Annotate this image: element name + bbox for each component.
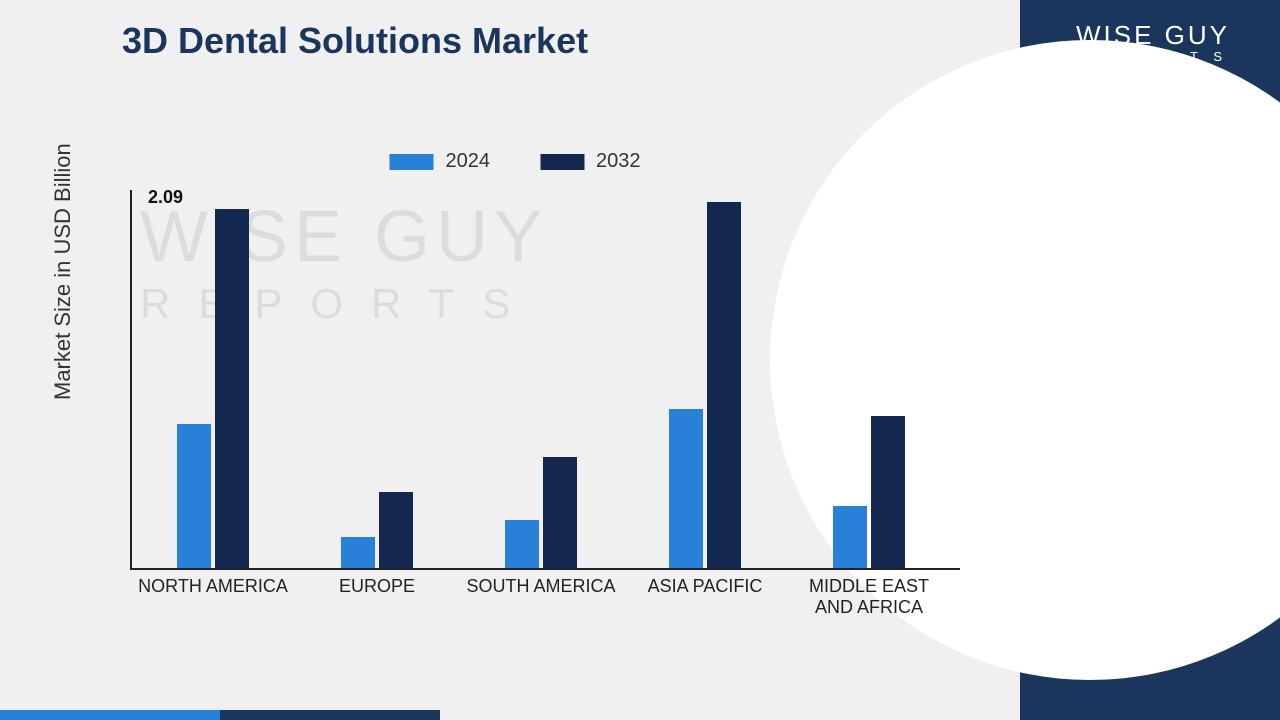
bar-group — [466, 457, 616, 568]
bar-value-label: 2.09 — [148, 187, 298, 420]
bar — [177, 424, 211, 568]
bar — [543, 457, 577, 568]
bar — [669, 409, 703, 568]
legend-swatch-2024 — [390, 154, 434, 170]
bar — [871, 416, 905, 568]
bar — [707, 202, 741, 568]
bar-group — [794, 416, 944, 568]
bottom-stripe-accent — [0, 710, 220, 720]
category-label: NORTH AMERICA — [138, 576, 288, 597]
bar — [833, 506, 867, 568]
legend-label-2024: 2024 — [446, 150, 491, 172]
plot-region: 2.09NORTH AMERICAEUROPESOUTH AMERICAASIA… — [130, 190, 960, 570]
legend: 2024 2032 — [390, 150, 641, 173]
category-label: SOUTH AMERICA — [466, 576, 616, 597]
chart-area: 2024 2032 Market Size in USD Billion 2.0… — [70, 150, 960, 680]
bar-group — [302, 492, 452, 568]
legend-label-2032: 2032 — [596, 150, 641, 172]
legend-item-2032: 2032 — [540, 150, 641, 173]
bar-group — [630, 202, 780, 568]
legend-item-2024: 2024 — [390, 150, 491, 173]
logo-sub-text: R E P O R T S — [1066, 49, 1228, 64]
brand-logo: WISE GUY R E P O R T S — [1066, 20, 1230, 64]
y-axis-label: Market Size in USD Billion — [50, 143, 76, 400]
chart-title: 3D Dental Solutions Market — [122, 20, 588, 62]
bar-group: 2.09 — [138, 209, 288, 568]
bar — [341, 537, 375, 568]
bar — [505, 520, 539, 568]
category-label: MIDDLE EAST AND AFRICA — [794, 576, 944, 617]
bar — [379, 492, 413, 568]
legend-swatch-2032 — [540, 154, 584, 170]
category-label: EUROPE — [302, 576, 452, 597]
category-label: ASIA PACIFIC — [630, 576, 780, 597]
chart-canvas: 3D Dental Solutions Market WISE GUY R E … — [0, 0, 1280, 720]
logo-main-text: WISE GUY — [1066, 20, 1230, 51]
